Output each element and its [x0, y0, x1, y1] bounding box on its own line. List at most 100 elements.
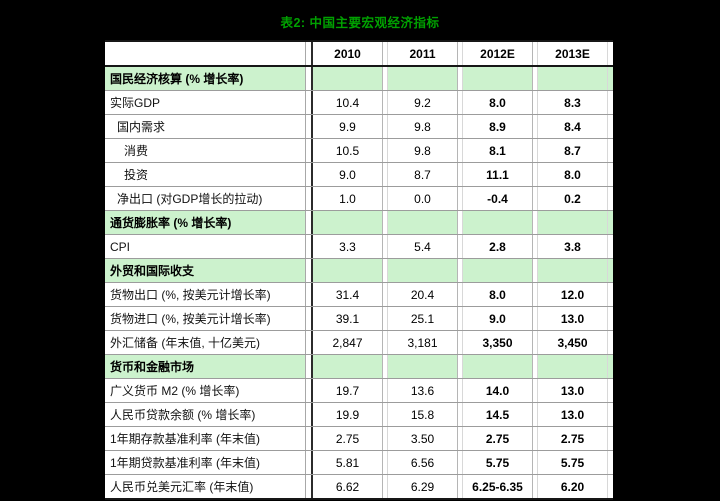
cell-value: 5.81 [335, 455, 360, 470]
column-divider [305, 115, 313, 138]
table-row: 1年期贷款基准利率 (年末值) 5.81 6.56 5.75 5.75 [105, 451, 613, 475]
column-divider [382, 42, 388, 65]
column-divider [532, 379, 538, 402]
row-label: 实际GDP [110, 96, 161, 110]
column-divider [305, 139, 313, 162]
row-label: 1年期贷款基准利率 (年末值) [110, 456, 261, 470]
column-divider [532, 355, 538, 378]
cell-value [388, 355, 457, 378]
table-header-row: 2010 2011 2012E 2013E [105, 42, 613, 67]
table-row: 1年期存款基准利率 (年末值) 2.75 3.50 2.75 2.75 [105, 427, 613, 451]
column-divider [305, 379, 313, 402]
cell-value: 6.56 [410, 455, 435, 470]
column-divider [382, 331, 388, 354]
cell-value: 5.75 [485, 455, 510, 470]
column-divider [532, 235, 538, 258]
table-edge-spacer [607, 283, 613, 306]
column-divider [305, 211, 313, 234]
column-header: 2011 [409, 46, 436, 61]
row-label: 广义货币 M2 (% 增长率) [110, 384, 240, 398]
cell-value [313, 67, 382, 90]
column-divider [457, 67, 463, 90]
cell-value: 6.62 [335, 479, 360, 494]
column-divider [305, 475, 313, 498]
cell-value: 13.6 [410, 383, 435, 398]
column-divider [305, 259, 313, 282]
cell-value [388, 211, 457, 234]
table-edge-spacer [607, 451, 613, 474]
cell-value [463, 67, 532, 90]
table-edge-spacer [607, 307, 613, 330]
cell-value [463, 355, 532, 378]
column-divider [382, 355, 388, 378]
cell-value: 8.3 [564, 95, 581, 110]
cell-value: 8.0 [489, 95, 506, 110]
column-divider [457, 283, 463, 306]
section-label: 通货膨胀率 (% 增长率) [110, 216, 232, 230]
column-divider [382, 475, 388, 498]
table-row: 净出口 (对GDP增长的拉动) 1.0 0.0 -0.4 0.2 [105, 187, 613, 211]
header-label-blank [105, 42, 305, 65]
cell-value [538, 67, 607, 90]
table-edge-spacer [607, 331, 613, 354]
row-label: 净出口 (对GDP增长的拉动) [117, 192, 263, 206]
cell-value: 8.7 [414, 167, 431, 182]
cell-value: 13.0 [560, 407, 585, 422]
cell-value [313, 211, 382, 234]
cell-value: 3.3 [339, 239, 356, 254]
table-edge-spacer [607, 67, 613, 90]
table-edge-spacer [607, 475, 613, 498]
table-edge-spacer [607, 355, 613, 378]
cell-value: 8.7 [564, 143, 581, 158]
column-divider [305, 403, 313, 426]
cell-value: 6.25-6.35 [472, 479, 523, 494]
cell-value: 19.7 [335, 383, 360, 398]
column-divider [532, 163, 538, 186]
column-divider [532, 259, 538, 282]
column-divider [457, 355, 463, 378]
cell-value: 8.0 [564, 167, 581, 182]
column-divider [382, 139, 388, 162]
cell-value: 2,847 [332, 335, 363, 350]
cell-value [388, 259, 457, 282]
row-label: 外汇储备 (年末值, 十亿美元) [110, 336, 260, 350]
column-divider [305, 283, 313, 306]
table-row: 人民币兑美元汇率 (年末值) 6.62 6.29 6.25-6.35 6.20 [105, 475, 613, 498]
column-header: 2012E [480, 46, 515, 61]
column-divider [532, 91, 538, 114]
cell-value: -0.4 [487, 191, 508, 206]
column-divider [532, 187, 538, 210]
table-edge-spacer [607, 379, 613, 402]
cell-value: 3,350 [482, 335, 513, 350]
cell-value [463, 259, 532, 282]
column-divider [382, 187, 388, 210]
cell-value: 3.50 [410, 431, 435, 446]
column-divider [305, 187, 313, 210]
cell-value: 2.8 [489, 239, 506, 254]
cell-value: 31.4 [335, 287, 360, 302]
column-divider [457, 331, 463, 354]
cell-value: 10.4 [335, 95, 360, 110]
table-edge-spacer [607, 163, 613, 186]
table-row: 人民币贷款余额 (% 增长率) 19.9 15.8 14.5 13.0 [105, 403, 613, 427]
table-edge-spacer [607, 211, 613, 234]
column-divider [457, 235, 463, 258]
cell-value: 9.2 [414, 95, 431, 110]
table-edge-spacer [607, 427, 613, 450]
column-divider [457, 211, 463, 234]
column-divider [457, 139, 463, 162]
column-divider [305, 42, 313, 65]
column-divider [457, 475, 463, 498]
column-divider [457, 115, 463, 138]
cell-value: 8.1 [489, 143, 506, 158]
column-header: 2013E [555, 46, 590, 61]
column-divider [305, 67, 313, 90]
column-divider [457, 163, 463, 186]
section-row: 国民经济核算 (% 增长率) [105, 67, 613, 91]
column-divider [305, 427, 313, 450]
column-divider [457, 379, 463, 402]
row-label: 1年期存款基准利率 (年末值) [110, 432, 261, 446]
cell-value [538, 259, 607, 282]
cell-value [313, 355, 382, 378]
row-label: CPI [110, 239, 131, 254]
